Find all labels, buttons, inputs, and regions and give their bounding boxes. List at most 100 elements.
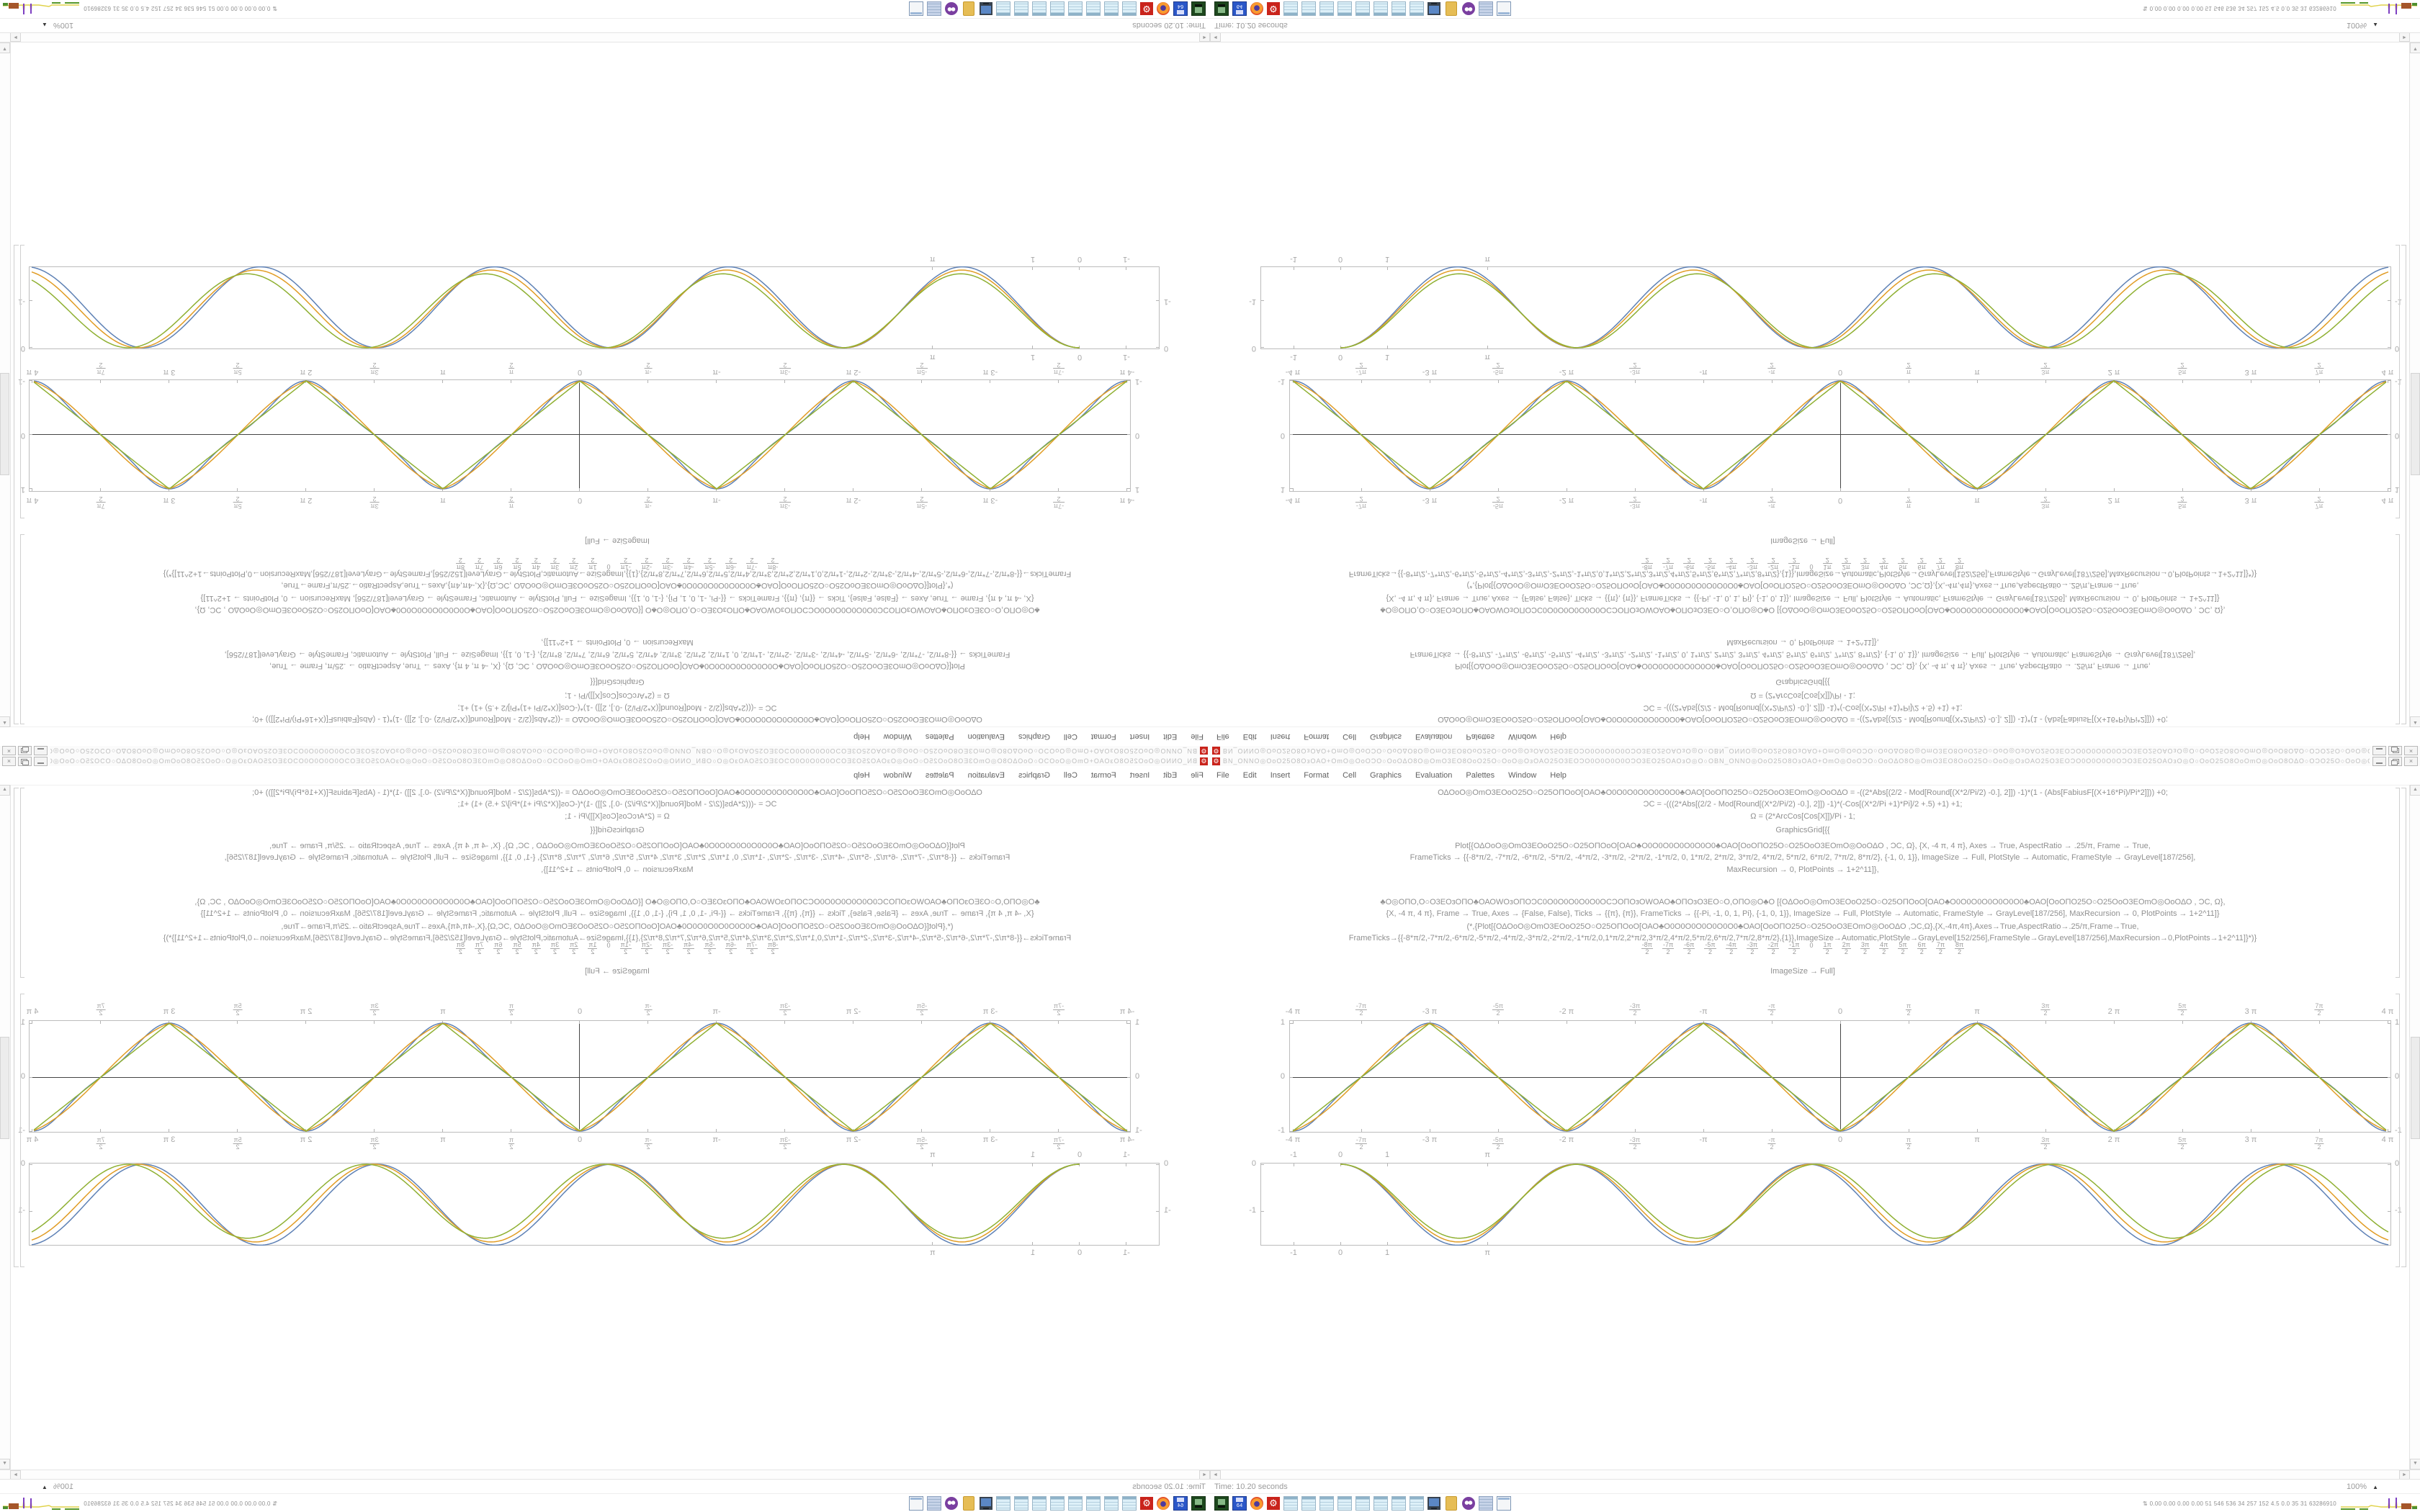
gear-taskbar-icon[interactable]	[1267, 2, 1280, 15]
scroll-down-icon[interactable]: ▼	[2410, 1459, 2420, 1470]
vertical-scroll-thumb[interactable]	[0, 373, 9, 475]
note-taskbar-icon[interactable]	[1283, 1, 1298, 16]
scroll-down-icon[interactable]: ▼	[0, 42, 10, 53]
scroll-taskbar-icon[interactable]	[1479, 1, 1493, 16]
monitor-taskbar-icon[interactable]	[1428, 2, 1440, 15]
code-line[interactable]: FrameTicks → {{-8*π/2, -7*π/2, -6*π/2, -…	[1410, 853, 2196, 862]
note-taskbar-icon[interactable]	[1104, 1496, 1119, 1511]
code-line[interactable]: ƆC = -(((2*Abs[(2/2 - Mod[Round[(X*2/Pi/…	[457, 703, 777, 712]
note-taskbar-icon[interactable]	[1050, 1, 1065, 16]
code-line[interactable]: ♣Ο◎ΟΠΟ,Ο○Ο3ΕΟзΟΠΟ♣ΟΑΟWΟзΟΠΟƆC0Ο0Ο0Ο0Ο0Ο0…	[1380, 898, 2226, 906]
code-line[interactable]: (*,{Plot[{ΟΔΟοΟ◎ΟmΟ3ΕΟοΟ25Ο○Ο25ΟΠΟοΟ[ΟΑΟ…	[1466, 581, 2139, 590]
menu-item[interactable]: Graphics	[1370, 771, 1402, 780]
cell-bracket-output[interactable]	[2396, 245, 2400, 518]
zoom-control[interactable]: 100% ▲	[2347, 1482, 2420, 1491]
scroll-up-icon[interactable]: ▲	[2410, 785, 2420, 796]
note-taskbar-icon[interactable]	[1301, 1, 1316, 16]
gear-taskbar-icon[interactable]	[1140, 1497, 1153, 1510]
code-line[interactable]: ♣Ο◎ΟΠΟ,Ο○Ο3ΕΟзΟΠΟ♣ΟΑΟWΟзΟΠΟƆC0Ο0Ο0Ο0Ο0Ο0…	[1380, 606, 2226, 614]
code-line[interactable]: FrameTicks→{{-8*π/2,-7*π/2,-6*π/2,-5*π/2…	[163, 570, 1072, 578]
folder-taskbar-icon[interactable]	[963, 1, 974, 16]
code-line[interactable]: (*,{Plot[{ΟΔΟοΟ◎ΟmΟ3ΕΟοΟ25Ο○Ο25ΟΠΟοΟ[ΟΑΟ…	[281, 581, 954, 590]
vertical-scrollbar[interactable]: ▲ ▼	[2409, 42, 2420, 727]
note-taskbar-icon[interactable]	[1355, 1496, 1370, 1511]
folder-taskbar-icon[interactable]	[1446, 1496, 1457, 1511]
code-line[interactable]: FrameTicks→{{-8*π/2,-7*π/2,-6*π/2,-5*π/2…	[1348, 570, 2257, 578]
code-line[interactable]: MaxRecursion → 0, PlotPoints → 1+2^11]},	[1726, 638, 1879, 647]
cell-bracket-output[interactable]	[20, 994, 24, 1267]
monitor-taskbar-icon[interactable]	[980, 2, 992, 15]
monitor-taskbar-icon[interactable]	[980, 1497, 992, 1510]
scroll-taskbar-icon[interactable]	[927, 1, 941, 16]
code-line[interactable]: ΟΔΟοΟ◎ΟmΟ3ΕΟοΟ25Ο○Ο25ΟΠΟοΟ[ΟΑΟ♣Ο0Ο0Ο0Ο0Ο…	[252, 715, 982, 724]
code-line[interactable]: ΟΔΟοΟ◎ΟmΟ3ΕΟοΟ25Ο○Ο25ΟΠΟοΟ[ΟΑΟ♣Ο0Ο0Ο0Ο0Ο…	[1438, 715, 2168, 724]
code-line[interactable]: (*,{Plot[{ΟΔΟοΟ◎ΟmΟ3ΕΟοΟ25Ο○Ο25ΟΠΟοΟ[ΟΑΟ…	[1466, 922, 2139, 931]
note-taskbar-icon[interactable]	[1301, 1496, 1316, 1511]
horizontal-scrollbar[interactable]: ◄ ►	[1210, 32, 2420, 42]
scroll-right-icon[interactable]: ►	[10, 32, 21, 42]
firefox-taskbar-icon[interactable]	[1157, 1497, 1170, 1510]
floppy-taskbar-icon[interactable]	[1173, 1496, 1188, 1511]
note-taskbar-icon[interactable]	[1068, 1, 1083, 16]
note-taskbar-icon[interactable]	[1122, 1496, 1137, 1511]
gear-taskbar-icon[interactable]	[1140, 2, 1153, 15]
code-line[interactable]: {X, -4 π, 4 π}, Frame → True, Axes → {Fa…	[200, 594, 1034, 603]
firefox-taskbar-icon[interactable]	[1157, 2, 1170, 15]
code-line[interactable]: Plot[{ΟΔΟοΟ◎ΟmΟ3ΕΟοΟ25Ο○Ο25ΟΠΟοΟ[ΟΑΟ♣Ο0Ο…	[1455, 662, 2151, 670]
note-taskbar-icon[interactable]	[1373, 1496, 1388, 1511]
note-taskbar-icon[interactable]	[1319, 1496, 1334, 1511]
code-line[interactable]: Ω = (2*ArcCos[Cos[X]])/Pi - 1;	[565, 691, 670, 700]
fraction-row[interactable]: -8π 2 -7π 2 -6π 2 -5π 2 -4π 2 -3π 2 -2π 2 -1π 2 0 1π 2 2π 2 3…	[24, 941, 1210, 956]
note-taskbar-icon[interactable]	[1337, 1, 1352, 16]
code-line[interactable]: GraphicsGrid[{{	[590, 826, 645, 834]
gear-taskbar-icon[interactable]	[1267, 1497, 1280, 1510]
horizontal-scrollbar[interactable]: ◄ ►	[1210, 1470, 2420, 1480]
zoom-control[interactable]: 100% ▲	[0, 1482, 73, 1491]
ghost-taskbar-icon[interactable]	[1462, 2, 1475, 15]
scroll-right-icon[interactable]: ►	[2399, 32, 2410, 42]
folder-taskbar-icon[interactable]	[963, 1496, 974, 1511]
note-taskbar-icon[interactable]	[1319, 1, 1334, 16]
menu-item[interactable]: Edit	[1242, 771, 1257, 780]
vertical-scroll-thumb[interactable]	[0, 1037, 9, 1139]
zoom-control[interactable]: 100% ▲	[2347, 21, 2420, 30]
code-line[interactable]: ƆC = -(((2*Abs[(2/2 - Mod[Round[(X*2/Pi/…	[457, 800, 777, 809]
code-line[interactable]: ImageSize → Full]	[585, 967, 650, 976]
menu-item[interactable]: Palettes	[1466, 771, 1495, 780]
code-line[interactable]: ♣Ο◎ΟΠΟ,Ο○Ο3ΕΟзΟΠΟ♣ΟΑΟWΟзΟΠΟƆC0Ο0Ο0Ο0Ο0Ο0…	[194, 606, 1040, 614]
note-taskbar-icon[interactable]	[1032, 1496, 1047, 1511]
code-line[interactable]: Plot[{ΟΔΟοΟ◎ΟmΟ3ΕΟοΟ25Ο○Ο25ΟΠΟοΟ[ΟΑΟ♣Ο0Ο…	[1455, 842, 2151, 850]
menu-item[interactable]: Format	[1304, 771, 1330, 780]
code-line[interactable]: {X, -4 π, 4 π}, Frame → True, Axes → {Fa…	[1386, 909, 2220, 918]
menu-item[interactable]: Insert	[1270, 771, 1291, 780]
code-line[interactable]: ΟΔΟοΟ◎ΟmΟ3ΕΟοΟ25Ο○Ο25ΟΠΟοΟ[ΟΑΟ♣Ο0Ο0Ο0Ο0Ο…	[1438, 788, 2168, 797]
vertical-scrollbar[interactable]: ▲ ▼	[2409, 785, 2420, 1470]
code-line[interactable]: GraphicsGrid[{{	[1775, 826, 1830, 834]
code-line[interactable]: MaxRecursion → 0, PlotPoints → 1+2^11]},	[541, 638, 694, 647]
drive-taskbar-icon[interactable]	[1214, 1496, 1229, 1511]
note-taskbar-icon[interactable]	[1104, 1, 1119, 16]
floppy-taskbar-icon[interactable]	[1232, 1, 1247, 16]
cell-bracket-group[interactable]	[2401, 245, 2406, 724]
window-taskbar-icon[interactable]	[1497, 1, 1511, 16]
code-line[interactable]: Plot[{ΟΔΟοΟ◎ΟmΟ3ΕΟοΟ25Ο○Ο25ΟΠΟοΟ[ΟΑΟ♣Ο0Ο…	[269, 842, 965, 850]
note-taskbar-icon[interactable]	[1068, 1496, 1083, 1511]
ghost-taskbar-icon[interactable]	[945, 2, 958, 15]
ghost-taskbar-icon[interactable]	[1462, 1497, 1475, 1510]
note-taskbar-icon[interactable]	[1410, 1496, 1424, 1511]
zoom-dropdown-icon[interactable]: ▲	[42, 1483, 48, 1490]
note-taskbar-icon[interactable]	[1392, 1496, 1406, 1511]
note-taskbar-icon[interactable]	[1122, 1, 1137, 16]
drive-taskbar-icon[interactable]	[1191, 1, 1206, 16]
cell-bracket-input[interactable]	[20, 534, 24, 724]
note-taskbar-icon[interactable]	[1050, 1496, 1065, 1511]
floppy-taskbar-icon[interactable]	[1232, 1496, 1247, 1511]
drive-taskbar-icon[interactable]	[1214, 1, 1229, 16]
folder-taskbar-icon[interactable]	[1446, 1, 1457, 16]
scroll-taskbar-icon[interactable]	[927, 1496, 941, 1511]
code-line[interactable]: ΟΔΟοΟ◎ΟmΟ3ΕΟοΟ25Ο○Ο25ΟΠΟοΟ[ΟΑΟ♣Ο0Ο0Ο0Ο0Ο…	[252, 788, 982, 797]
fraction-row[interactable]: -8π 2 -7π 2 -6π 2 -5π 2 -4π 2 -3π 2 -2π 2 -1π 2 0 1π 2 2π 2 3…	[1210, 941, 2396, 956]
code-line[interactable]: ImageSize → Full]	[585, 536, 650, 545]
vertical-scrollbar[interactable]: ▲ ▼	[0, 785, 11, 1470]
code-line[interactable]: ƆC = -(((2*Abs[(2/2 - Mod[Round[(X*2/Pi/…	[1643, 703, 1963, 712]
